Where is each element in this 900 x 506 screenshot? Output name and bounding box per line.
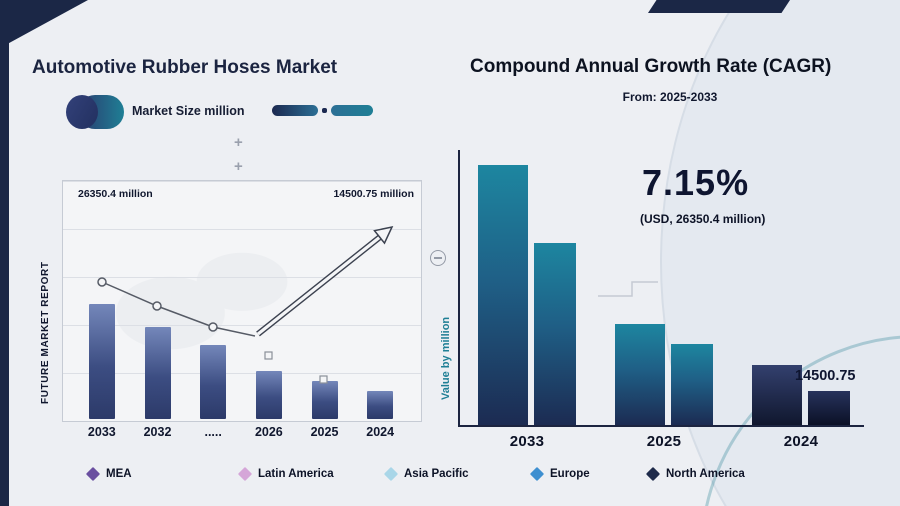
right-axis-label: 2024 xyxy=(783,433,819,450)
left-bar-..... xyxy=(200,345,227,419)
gradient-pill-1 xyxy=(272,105,318,116)
mea-diamond-icon xyxy=(85,466,101,482)
pill-separator-dot xyxy=(322,108,327,113)
right-chart-title: Compound Annual Growth Rate (CAGR) xyxy=(470,56,832,77)
right-bar-group-2033 xyxy=(478,165,576,425)
annotation-end-value: 14500.75 million xyxy=(333,188,414,200)
europe-diamond-icon xyxy=(529,466,545,482)
left-axis-label: 2024 xyxy=(366,425,395,439)
cagr-value: 7.15% xyxy=(642,162,750,203)
right-y-axis-label: Value by million xyxy=(440,316,452,400)
top-right-accent xyxy=(648,0,790,13)
left-bar-slot xyxy=(185,181,241,419)
right-bar-2033-2 xyxy=(534,243,576,425)
legend-item-europe: Europe xyxy=(529,466,590,482)
left-x-axis-labels: 2033 2032..... 2026 2025 2024 xyxy=(74,425,408,439)
minus-glyph xyxy=(434,257,442,259)
plus-decor-2: + xyxy=(234,158,243,175)
legend-item-asia-pacific: Asia Pacific xyxy=(383,466,469,482)
legend-item-mea: MEA xyxy=(85,466,132,482)
legend-label: Europe xyxy=(550,468,590,480)
left-axis-label: ..... xyxy=(204,425,222,439)
left-bar-2032 xyxy=(144,327,171,419)
left-bar-slot xyxy=(74,181,130,419)
right-y-axis-line xyxy=(458,150,460,427)
plus-decor-1: + xyxy=(234,134,243,151)
right-axis-label: 2025 xyxy=(646,433,682,450)
gradient-pill-2 xyxy=(331,105,373,116)
left-chart-title: Automotive Rubber Hoses Market xyxy=(32,57,338,78)
annotation-start-value: 26350.4 million xyxy=(78,188,153,200)
legend-label: North America xyxy=(666,468,745,480)
cylinder-icon xyxy=(66,95,124,129)
left-axis-label: 2025 xyxy=(310,425,339,439)
left-edge-bar xyxy=(0,0,9,506)
legend-item-latin-america: Latin America xyxy=(237,466,334,482)
right-bar-group-2024 xyxy=(752,365,850,425)
right-axis-label: 2033 xyxy=(509,433,545,450)
right-bar-2024-2 xyxy=(808,391,850,425)
asia-pacific-diamond-icon xyxy=(383,466,399,482)
minus-circle-icon xyxy=(430,250,446,266)
right-bar-group-2025 xyxy=(615,324,713,425)
left-bar-2033 xyxy=(88,304,115,419)
left-bar-slot xyxy=(352,181,408,419)
step-line-decor xyxy=(598,281,658,297)
left-y-axis-label: FUTURE MARKET REPORT xyxy=(40,261,51,404)
legend-label: Latin America xyxy=(258,468,334,480)
left-bar-2025 xyxy=(311,381,338,419)
right-x-axis-line xyxy=(458,425,864,427)
left-bar-slot xyxy=(297,181,353,419)
north-america-diamond-icon xyxy=(645,466,661,482)
left-bar-slot xyxy=(241,181,297,419)
left-axis-label: 2032 xyxy=(143,425,172,439)
right-bar-annotation: 14500.75 xyxy=(795,368,856,384)
cagr-basis: (USD, 26350.4 million) xyxy=(640,212,766,226)
left-axis-label: 2033 xyxy=(87,425,116,439)
cylinder-cap xyxy=(66,95,98,129)
right-x-axis-labels: 2033 2025 2024 xyxy=(478,433,850,450)
legend-label: MEA xyxy=(106,468,132,480)
latin-america-diamond-icon xyxy=(237,466,253,482)
market-size-legend-label: Market Size million xyxy=(132,104,245,118)
right-bar-2024-1 xyxy=(752,365,802,425)
right-chart-subtitle: From: 2025-2033 xyxy=(622,90,718,104)
left-bar-series xyxy=(74,181,408,419)
right-bar-2025-2 xyxy=(671,344,713,425)
left-bar-2024 xyxy=(367,391,394,419)
legend-label: Asia Pacific xyxy=(404,468,469,480)
left-axis-label: 2026 xyxy=(254,425,283,439)
left-bar-slot xyxy=(130,181,186,419)
left-bar-2026 xyxy=(255,371,282,419)
corner-accent xyxy=(0,0,88,48)
legend-item-north-america: North America xyxy=(645,466,745,482)
right-bar-2033-1 xyxy=(478,165,528,425)
right-bar-groups xyxy=(478,160,850,425)
right-bar-2025-1 xyxy=(615,324,665,425)
